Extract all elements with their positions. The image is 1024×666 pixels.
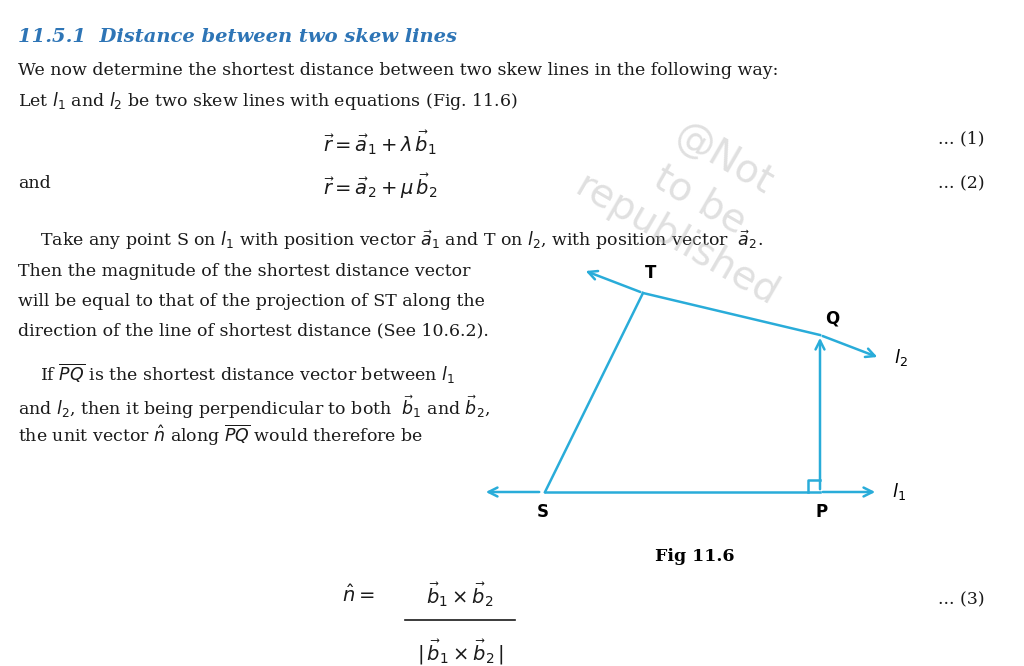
Text: ... (3): ... (3) bbox=[938, 591, 985, 609]
Text: @Not
to be
republished: @Not to be republished bbox=[568, 86, 831, 314]
Text: the unit vector $\hat{n}$ along $\overline{PQ}$ would therefore be: the unit vector $\hat{n}$ along $\overli… bbox=[18, 423, 423, 448]
Text: $l_1$: $l_1$ bbox=[892, 480, 906, 501]
Text: 11.5.1  Distance between two skew lines: 11.5.1 Distance between two skew lines bbox=[18, 28, 457, 46]
Text: direction of the line of shortest distance (See 10.6.2).: direction of the line of shortest distan… bbox=[18, 322, 488, 339]
Text: ... (2): ... (2) bbox=[938, 175, 985, 192]
Text: $\hat{n} = $: $\hat{n} = $ bbox=[342, 584, 375, 606]
Text: ... (1): ... (1) bbox=[939, 130, 985, 147]
Text: will be equal to that of the projection of ST along the: will be equal to that of the projection … bbox=[18, 293, 485, 310]
Text: $\vec{r} = \vec{a}_2 + \mu\, \vec{b}_2$: $\vec{r} = \vec{a}_2 + \mu\, \vec{b}_2$ bbox=[323, 172, 437, 201]
Text: Take any point S on $l_1$ with position vector $\vec{a}_1$ and T on $l_2$, with : Take any point S on $l_1$ with position … bbox=[18, 228, 763, 252]
Text: $\vec{r} = \vec{a}_1 + \lambda\, \vec{b}_1$: $\vec{r} = \vec{a}_1 + \lambda\, \vec{b}… bbox=[323, 128, 437, 157]
Text: Q: Q bbox=[825, 310, 839, 328]
Text: Fig 11.6: Fig 11.6 bbox=[655, 548, 735, 565]
Text: and $l_2$, then it being perpendicular to both  $\vec{b}_1$ and $\vec{b}_2$,: and $l_2$, then it being perpendicular t… bbox=[18, 393, 490, 420]
Text: P: P bbox=[816, 503, 828, 521]
Text: $\vec{b}_1 \times \vec{b}_2$: $\vec{b}_1 \times \vec{b}_2$ bbox=[426, 581, 494, 609]
Text: T: T bbox=[645, 264, 656, 282]
Text: $|\,\vec{b}_1 \times \vec{b}_2\,|$: $|\,\vec{b}_1 \times \vec{b}_2\,|$ bbox=[417, 638, 503, 666]
Text: Let $l_1$ and $l_2$ be two skew lines with equations (Fig. 11.6): Let $l_1$ and $l_2$ be two skew lines wi… bbox=[18, 90, 518, 112]
Text: Then the magnitude of the shortest distance vector: Then the magnitude of the shortest dista… bbox=[18, 263, 470, 280]
Text: S: S bbox=[537, 503, 549, 521]
Text: and: and bbox=[18, 175, 51, 192]
Text: We now determine the shortest distance between two skew lines in the following w: We now determine the shortest distance b… bbox=[18, 62, 778, 79]
Text: $l_2$: $l_2$ bbox=[894, 346, 907, 368]
Text: If $\overline{PQ}$ is the shortest distance vector between $l_1$: If $\overline{PQ}$ is the shortest dista… bbox=[18, 362, 455, 386]
